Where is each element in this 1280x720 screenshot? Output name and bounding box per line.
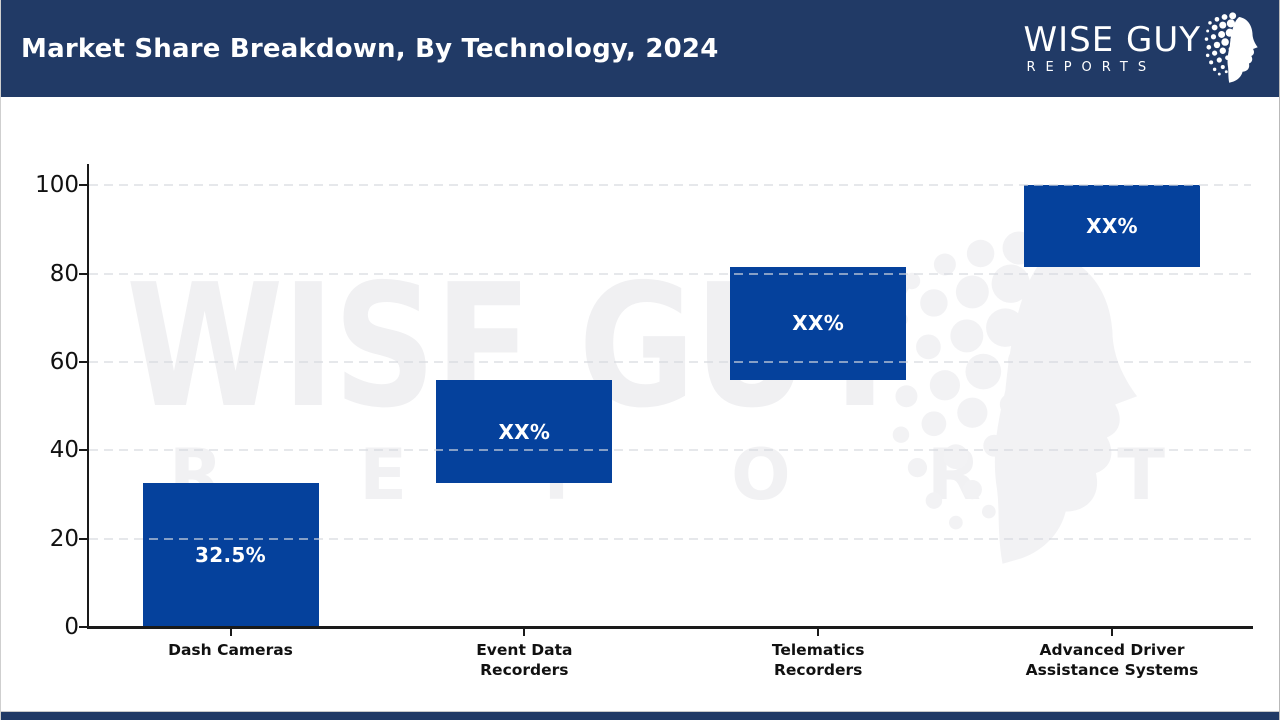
x-tick-label: Event Data Recorders (476, 641, 573, 679)
footer-bar (1, 711, 1279, 720)
y-axis-line (87, 164, 89, 629)
y-tick-label: 100 (35, 172, 79, 199)
logo-wordmark: WISE GUY (1023, 19, 1201, 60)
gridline (89, 184, 1251, 187)
wiseguy-logo: WISE GUY REPORTS (1023, 11, 1267, 87)
y-tick-label: 20 (49, 525, 79, 552)
bar-value-label: XX% (1086, 214, 1138, 239)
header-bar: Market Share Breakdown, By Technology, 2… (1, 0, 1279, 97)
bar: XX% (436, 379, 613, 484)
bar: 32.5% (142, 483, 319, 627)
y-tick (79, 626, 87, 628)
x-tick-label: Advanced Driver Assistance Systems (1025, 641, 1199, 679)
y-tick (79, 449, 87, 452)
chart-title: Market Share Breakdown, By Technology, 2… (21, 33, 719, 64)
x-tick (229, 628, 232, 636)
gridline (89, 537, 1251, 540)
gridline (89, 272, 1251, 275)
y-tick-label: 0 (64, 614, 79, 640)
bar-value-label: XX% (498, 419, 551, 444)
gridline (89, 360, 1251, 363)
y-tick-label: 80 (49, 260, 79, 287)
gridline (89, 449, 1251, 452)
bar: XX% (730, 267, 907, 380)
x-tick (1110, 628, 1113, 636)
x-axis-line (87, 626, 1253, 629)
y-tick-label: 60 (49, 348, 79, 375)
y-tick (79, 537, 87, 540)
y-tick-label: 40 (49, 437, 79, 464)
logo-subtitle: REPORTS (1026, 59, 1157, 75)
y-tick (79, 272, 87, 275)
bar: XX% (1023, 185, 1200, 267)
bar-value-label: XX% (792, 311, 845, 336)
x-tick (523, 628, 526, 636)
x-tick (817, 628, 820, 636)
x-tick-label: Telematics Recorders (771, 641, 865, 679)
logo-text: WISE GUY REPORTS (1023, 23, 1201, 75)
y-tick (79, 184, 87, 187)
y-tick (79, 360, 87, 363)
bar-value-label: 32.5% (195, 543, 266, 568)
x-tick-label: Dash Cameras (168, 641, 293, 659)
